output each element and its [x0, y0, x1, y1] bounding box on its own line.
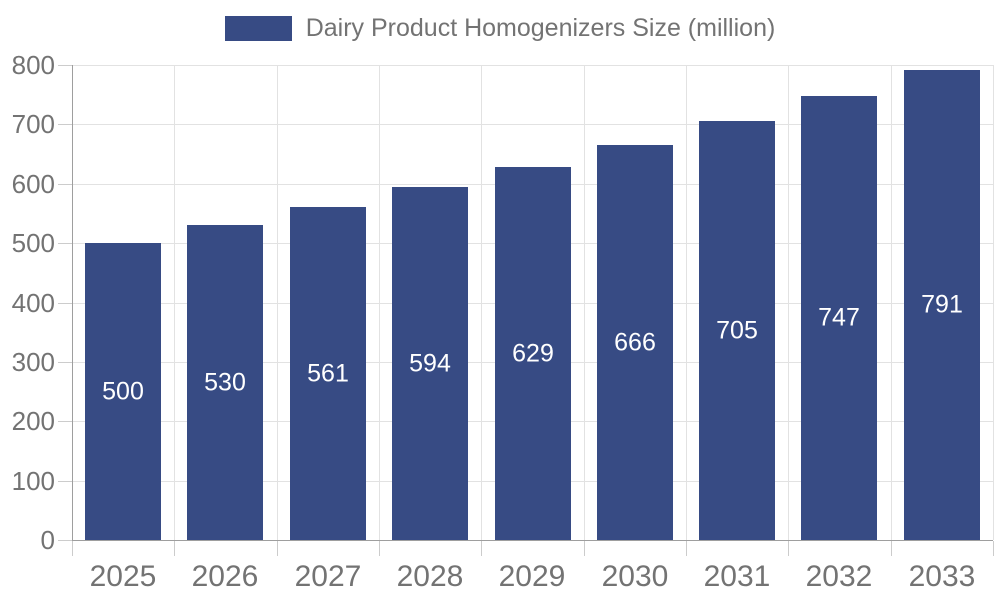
x-tick-mark: [174, 541, 175, 556]
y-tick-label: 800: [11, 50, 55, 80]
x-tick-label: 2025: [89, 560, 157, 593]
x-tick-label: 2031: [703, 560, 771, 593]
bar-value-label: 791: [921, 290, 963, 319]
bar-value-label: 747: [818, 303, 860, 332]
bar-value-label: 530: [204, 368, 246, 396]
y-tick-mark: [58, 243, 72, 244]
x-tick-mark: [891, 541, 892, 556]
x-gridline: [993, 65, 994, 540]
x-tick-label: 2026: [191, 560, 259, 593]
legend[interactable]: Dairy Product Homogenizers Size (million…: [0, 14, 1000, 43]
x-tick-mark: [481, 541, 482, 556]
y-gridline: [72, 65, 993, 66]
y-axis-line: [72, 65, 73, 556]
x-gridline: [379, 65, 380, 540]
y-tick-mark: [58, 65, 72, 66]
y-tick-label: 100: [11, 466, 55, 496]
bar-value-label: 629: [512, 339, 554, 367]
y-tick-mark: [58, 540, 72, 541]
bar-2032[interactable]: 747: [801, 96, 877, 540]
x-tick-mark: [584, 541, 585, 556]
x-tick-label: 2033: [908, 560, 976, 593]
x-gridline: [891, 65, 892, 540]
x-tick-mark: [788, 541, 789, 556]
bar-2028[interactable]: 594: [392, 187, 468, 540]
x-tick-mark: [277, 541, 278, 556]
y-tick-label: 0: [40, 525, 55, 555]
y-tick-mark: [58, 124, 72, 125]
bar-value-label: 705: [716, 316, 758, 344]
bar-2027[interactable]: 561: [290, 207, 366, 540]
y-tick-label: 300: [11, 347, 55, 377]
x-tick-label: 2029: [498, 560, 566, 593]
legend-swatch: [224, 16, 292, 41]
y-tick-mark: [58, 303, 72, 304]
bar-2033[interactable]: 791: [904, 70, 980, 540]
x-gridline: [788, 65, 789, 540]
x-tick-mark: [379, 541, 380, 556]
legend-label: Dairy Product Homogenizers Size (million…: [305, 14, 776, 42]
x-tick-label: 2032: [805, 560, 873, 593]
bar-value-label: 500: [102, 377, 144, 405]
x-gridline: [584, 65, 585, 540]
y-tick-mark: [58, 362, 72, 363]
x-gridline: [174, 65, 175, 540]
x-tick-mark: [993, 541, 994, 556]
bar-2030[interactable]: 666: [597, 145, 673, 540]
y-tick-label: 700: [11, 109, 55, 139]
y-tick-mark: [58, 421, 72, 422]
bar-2029[interactable]: 629: [495, 167, 571, 540]
y-tick-label: 200: [11, 406, 55, 436]
bar-2031[interactable]: 705: [699, 121, 775, 540]
x-tick-label: 2028: [396, 560, 464, 593]
x-gridline: [686, 65, 687, 540]
x-gridline: [481, 65, 482, 540]
bar-value-label: 594: [409, 349, 451, 377]
bar-2026[interactable]: 530: [187, 225, 263, 540]
x-tick-label: 2027: [294, 560, 362, 593]
bar-value-label: 561: [307, 359, 349, 387]
y-tick-label: 400: [11, 288, 55, 318]
x-axis-line: [72, 540, 993, 541]
x-tick-mark: [686, 541, 687, 556]
y-tick-label: 600: [11, 169, 55, 199]
y-tick-mark: [58, 184, 72, 185]
x-gridline: [277, 65, 278, 540]
bar-2025[interactable]: 500: [85, 243, 161, 540]
x-tick-mark: [72, 541, 73, 556]
y-gridline: [72, 124, 993, 125]
y-tick-label: 500: [11, 228, 55, 258]
bar-value-label: 666: [614, 328, 656, 356]
x-tick-label: 2030: [601, 560, 669, 593]
y-tick-mark: [58, 481, 72, 482]
